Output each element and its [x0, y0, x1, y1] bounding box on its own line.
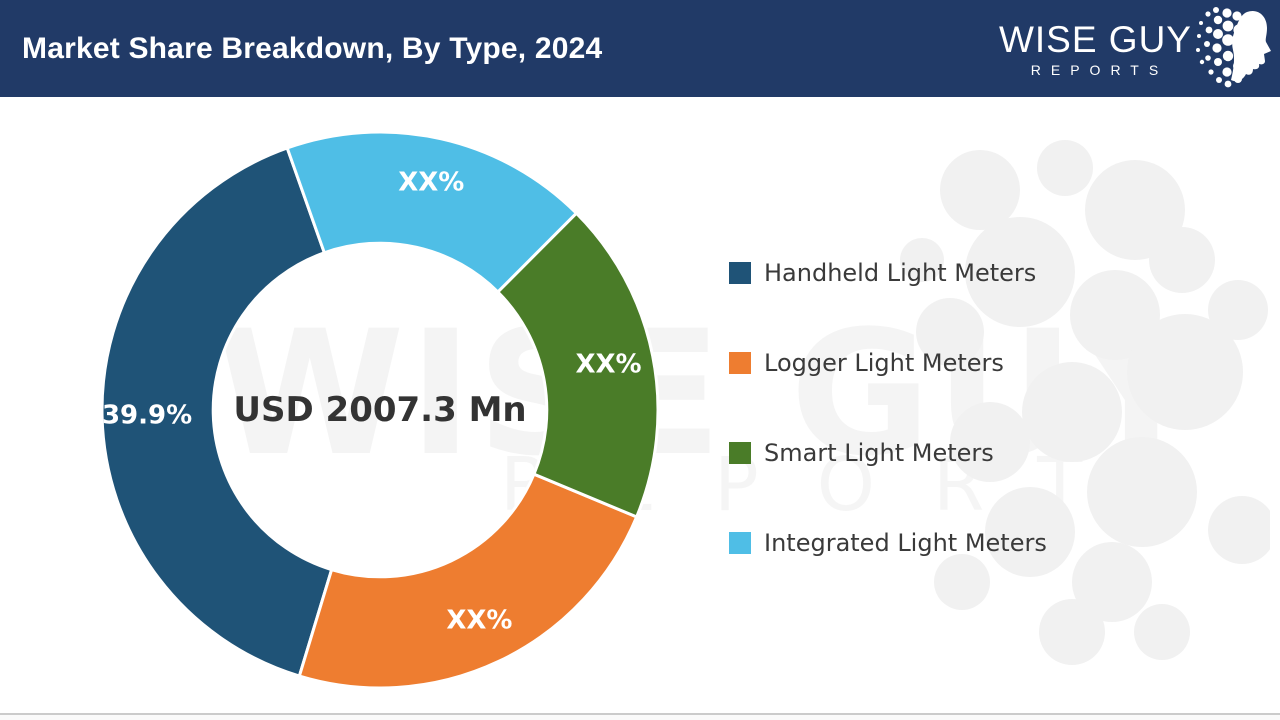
legend-swatch-logger [729, 352, 751, 374]
donut-slice [285, 130, 579, 295]
logo-wordmark: WISE GUY [998, 18, 1192, 60]
watermark-face-icon [900, 140, 1270, 665]
donut-slice [297, 472, 639, 690]
logo-subtitle: REPORTS [1030, 61, 1169, 78]
logo-text: WISE GUY REPORTS [999, 21, 1192, 77]
legend-item-smart: Smart Light Meters [729, 439, 994, 467]
slice-label: XX% [446, 606, 512, 636]
donut-chart: 39.9% XX% XX% XX% [100, 130, 660, 690]
slice-label: 39.9% [102, 400, 192, 430]
legend-item-logger: Logger Light Meters [729, 349, 1004, 377]
header: Market Share Breakdown, By Type, 2024 WI… [0, 0, 1280, 97]
legend-swatch-handheld [729, 262, 751, 284]
legend-label: Integrated Light Meters [764, 529, 1047, 557]
legend-item-integrated: Integrated Light Meters [729, 529, 1047, 557]
logo-face-icon [1196, 6, 1271, 87]
donut-slice [100, 146, 334, 678]
slice-label: XX% [575, 350, 641, 380]
legend-swatch-smart [729, 442, 751, 464]
chart-center-value: USD 2007.3 Mn [233, 390, 527, 430]
footer-divider [0, 713, 1280, 720]
page-title: Market Share Breakdown, By Type, 2024 [22, 31, 603, 65]
slice-label: XX% [398, 168, 464, 198]
legend-label: Smart Light Meters [764, 439, 994, 467]
legend-label: Logger Light Meters [764, 349, 1004, 377]
legend-item-handheld: Handheld Light Meters [729, 259, 1036, 287]
legend-label: Handheld Light Meters [764, 259, 1037, 287]
wise-guy-logo: WISE GUY REPORTS [999, 4, 1272, 93]
donut-slice [495, 211, 660, 519]
legend-swatch-integrated [729, 532, 751, 554]
